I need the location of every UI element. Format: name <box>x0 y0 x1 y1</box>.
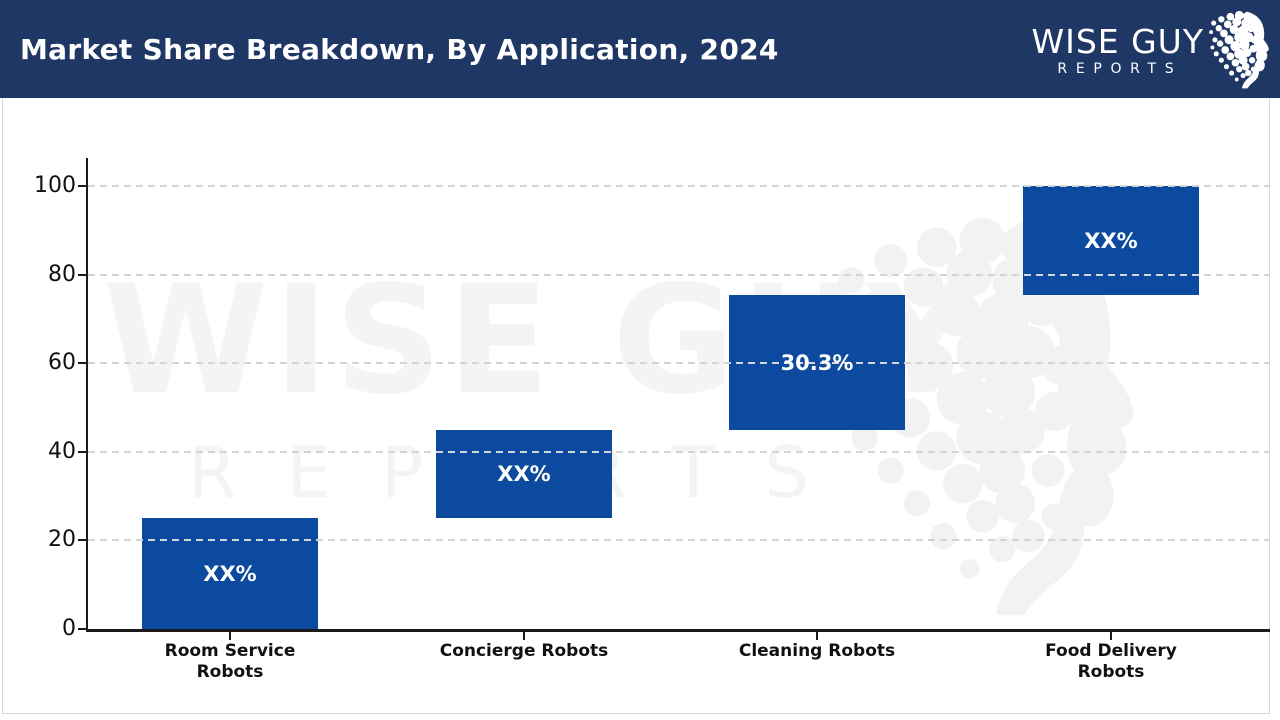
x-category-label-food-delivery-robots: Food Delivery Robots <box>1045 641 1177 682</box>
y-tick-label-80: 80 <box>48 261 76 287</box>
y-tick-0 <box>78 628 86 630</box>
bar-room-service-robots <box>142 518 318 629</box>
logo-subtitle: REPORTS <box>1057 61 1183 77</box>
x-category-label-room-service-robots: Room Service Robots <box>164 641 296 682</box>
y-axis-spine <box>86 158 88 632</box>
bar-concierge-robots <box>436 429 612 519</box>
logo-text: WISE GUY REPORTS <box>1031 22 1204 78</box>
gridline-60 <box>88 362 1270 365</box>
y-tick-label-20: 20 <box>48 527 76 553</box>
gridline-100 <box>88 185 1270 187</box>
logo-face-icon <box>1206 10 1270 89</box>
y-tick-80 <box>78 273 86 276</box>
header-bar: Market Share Breakdown, By Application, … <box>0 0 1280 98</box>
y-tick-label-0: 0 <box>62 616 76 641</box>
x-tick-room-service-robots <box>229 632 231 640</box>
gridline-20 <box>88 539 1270 542</box>
y-tick-label-40: 40 <box>48 438 76 464</box>
y-tick-100 <box>78 185 86 187</box>
x-category-label-concierge-robots: Concierge Robots <box>439 641 609 661</box>
bar-value-label-cleaning-robots: 30.3% <box>780 350 854 375</box>
x-tick-cleaning-robots <box>816 632 818 640</box>
bar-food-delivery-robots <box>1023 186 1199 296</box>
chart-title: Market Share Breakdown, By Application, … <box>20 32 779 66</box>
x-tick-concierge-robots <box>523 632 525 640</box>
bar-value-label-food-delivery-robots: XX% <box>1084 228 1138 253</box>
gridline-80 <box>88 273 1270 276</box>
y-tick-label-60: 60 <box>48 350 76 376</box>
logo-wordmark: WISE GUY <box>1031 22 1204 61</box>
x-tick-food-delivery-robots <box>1110 632 1112 640</box>
wiseguy-logo: WISE GUY REPORTS <box>1031 6 1270 94</box>
x-axis-spine <box>86 629 1270 632</box>
y-tick-40 <box>78 450 86 453</box>
y-tick-20 <box>78 539 86 542</box>
y-tick-60 <box>78 362 86 365</box>
y-tick-label-100: 100 <box>34 173 76 198</box>
x-category-label-cleaning-robots: Cleaning Robots <box>738 641 896 661</box>
bar-value-label-room-service-robots: XX% <box>203 561 257 586</box>
gridline-40 <box>88 450 1270 453</box>
bar-value-label-concierge-robots: XX% <box>497 461 551 486</box>
